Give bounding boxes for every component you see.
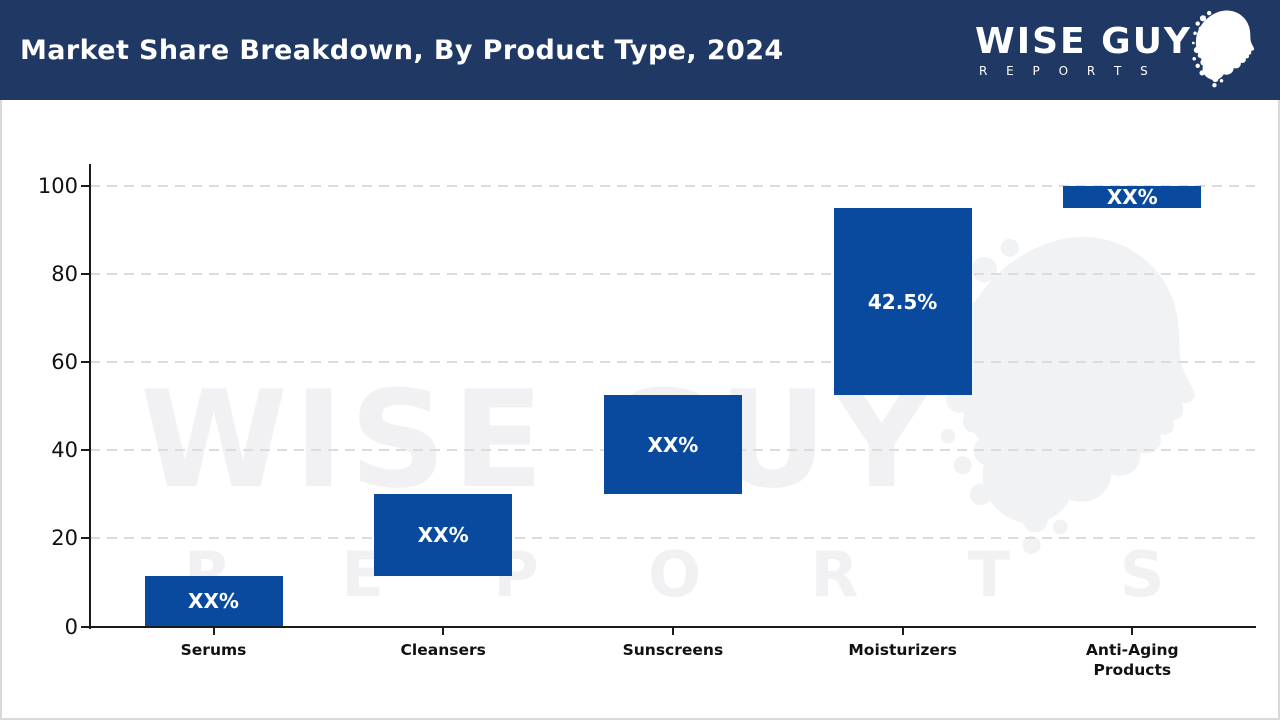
brand-name: WISE GUY — [974, 20, 1192, 62]
x-axis-tick — [442, 628, 445, 635]
dotted-head-icon — [1192, 10, 1255, 88]
brand-subtitle: R E P O R T S — [978, 63, 1156, 78]
brand-logo: WISE GUY R E P O R T S — [975, 6, 1262, 94]
gridline — [90, 273, 1255, 276]
bar-cleansers: XX% — [374, 494, 513, 576]
page-title: Market Share Breakdown, By Product Type,… — [20, 34, 784, 66]
y-axis-tick — [81, 449, 90, 452]
y-tick-label: 40 — [51, 438, 78, 463]
bar-value-label: XX% — [647, 432, 699, 457]
x-axis-tick — [901, 628, 904, 635]
y-axis — [89, 164, 91, 629]
x-tick-label: Moisturizers — [848, 640, 957, 659]
x-axis-tick — [212, 628, 215, 635]
bar-value-label: 42.5% — [867, 289, 938, 314]
y-axis-tick — [81, 361, 90, 364]
y-axis-tick — [81, 625, 90, 628]
y-tick-label: 80 — [51, 262, 78, 287]
bar-value-label: XX% — [417, 523, 469, 548]
bar-sunscreens: XX% — [603, 395, 742, 495]
x-axis — [89, 625, 1256, 628]
y-tick-label: 100 — [37, 174, 78, 198]
bar-anti-aging-products: XX% — [1063, 185, 1202, 209]
bar-value-label: XX% — [188, 589, 239, 614]
watermark-dotted-head-icon — [939, 237, 1195, 555]
x-tick-label: Sunscreens — [622, 640, 724, 659]
bar-value-label: XX% — [1106, 185, 1158, 209]
y-tick-label: 20 — [51, 526, 78, 551]
plot-area: WISE GUY R E P O R T S 0 20 40 60 80 100 XX% Se… — [0, 100, 1280, 720]
gridline — [90, 537, 1255, 540]
y-axis-tick — [81, 185, 90, 187]
y-axis-tick — [81, 273, 90, 276]
header: Market Share Breakdown, By Product Type,… — [0, 0, 1280, 100]
y-tick-label: 60 — [51, 350, 78, 375]
x-tick-label: Cleansers — [400, 640, 486, 659]
x-axis-tick — [671, 628, 674, 635]
gridline — [90, 361, 1255, 364]
y-axis-tick — [81, 537, 90, 540]
bar-moisturizers: 42.5% — [833, 208, 972, 396]
watermark-subtitle-text: R E P O R T S — [184, 538, 1209, 611]
x-tick-label: Anti-Aging Products — [1085, 640, 1179, 679]
x-tick-label: Serums — [180, 640, 247, 659]
gridline — [90, 185, 1255, 187]
y-tick-label: 0 — [64, 614, 78, 639]
bar-serums: XX% — [144, 575, 283, 627]
watermark-brand-text: WISE GUY — [140, 362, 937, 518]
brand-logo-text: WISE GUY R E P O R T S — [974, 20, 1192, 78]
x-axis-tick — [1131, 628, 1134, 635]
